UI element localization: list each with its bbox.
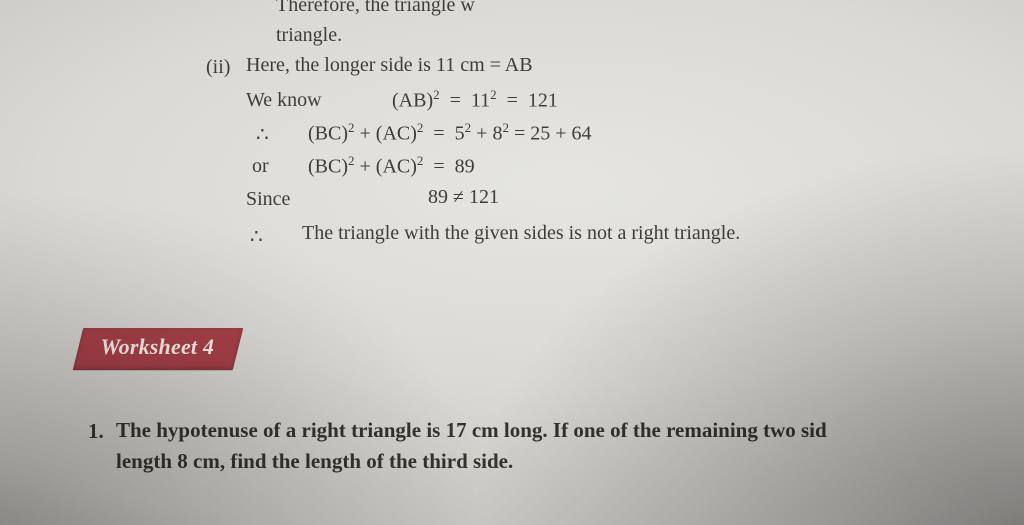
here-line: Here, the longer side is 11 cm = AB	[246, 54, 533, 77]
therefore-symbol: ∴	[256, 122, 269, 147]
conclusion-therefore-symbol: ∴	[250, 224, 263, 249]
bc-ac-eq-89: (BC)2 + (AC)2 = 89	[308, 153, 475, 179]
page-vignette	[0, 0, 1024, 525]
q1-line1: The hypotenuse of a right triangle is 17…	[116, 418, 827, 443]
q1-number: 1.	[88, 419, 104, 444]
since-label: Since	[246, 188, 290, 211]
bc-ac-sum-expr: (BC)2 + (AC)2 = 52 + 82 = 25 + 64	[308, 120, 592, 146]
partial-line-therefore: Therefore, the triangle w	[276, 0, 475, 17]
we-know-label: We know	[246, 89, 322, 112]
scanned-page: Therefore, the triangle w triangle. (ii)…	[0, 0, 1024, 525]
or-label: or	[252, 155, 269, 178]
q1-line2: length 8 cm, find the length of the thir…	[116, 449, 513, 474]
ab-squared-expr: (AB)2 = 112 = 121	[392, 87, 558, 113]
item-marker-ii: (ii)	[206, 56, 230, 79]
neq-line: 89 ≠ 121	[428, 186, 499, 209]
conclusion-text: The triangle with the given sides is not…	[302, 222, 740, 245]
worksheet-badge-label: Worksheet 4	[100, 334, 214, 360]
worksheet-badge: Worksheet 4	[73, 328, 243, 370]
partial-line-triangle: triangle.	[276, 24, 342, 47]
